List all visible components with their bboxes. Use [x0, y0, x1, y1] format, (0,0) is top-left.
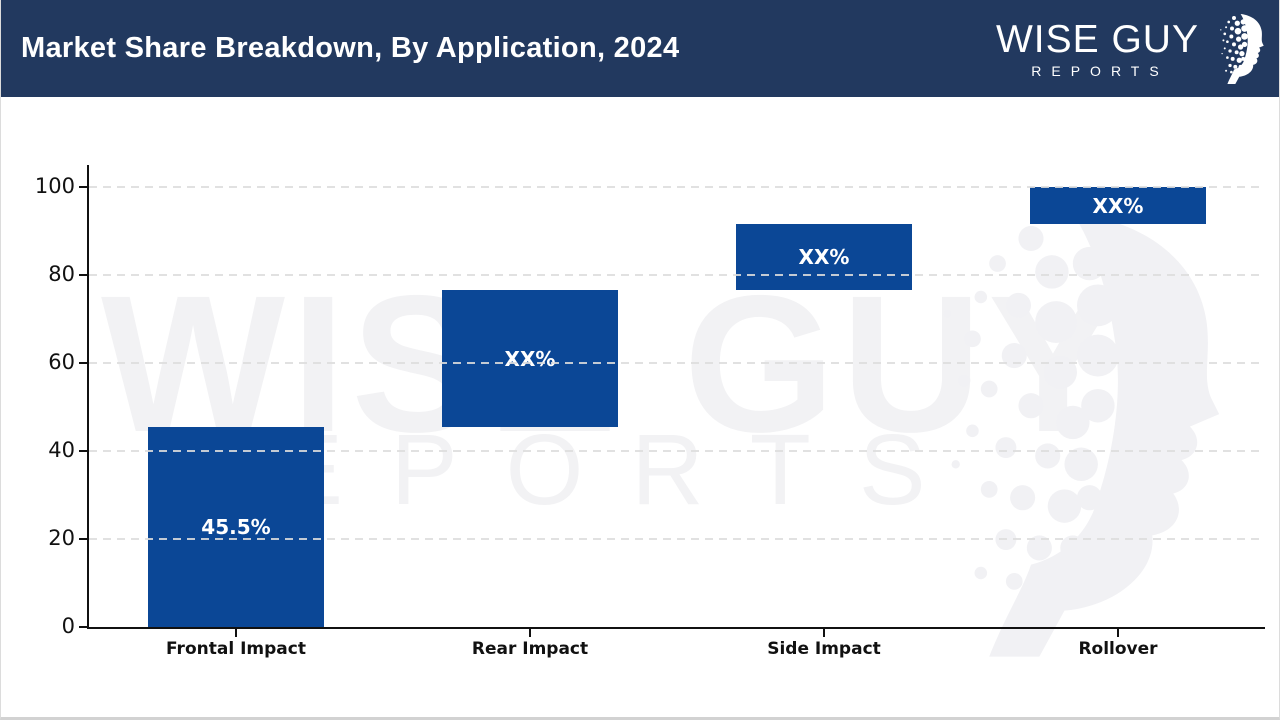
- brand-logo-text: WISE GUY REPORTS: [996, 20, 1199, 78]
- gridline: [89, 362, 1265, 364]
- bar: XX%: [1030, 187, 1206, 225]
- y-tick-label: 40: [48, 438, 75, 462]
- bar-value-label: XX%: [1092, 193, 1144, 218]
- y-axis-line: [87, 165, 89, 629]
- x-category-label: Frontal Impact: [166, 639, 306, 659]
- y-tick-label: 80: [48, 262, 75, 286]
- y-tick-label: 60: [48, 350, 75, 374]
- gridline: [89, 538, 1265, 540]
- gridline: [89, 450, 1265, 452]
- y-tick-mark: [79, 274, 87, 276]
- bar: XX%: [736, 224, 912, 291]
- gridline: [89, 186, 1265, 188]
- page-title: Market Share Breakdown, By Application, …: [21, 32, 680, 64]
- y-tick-mark: [79, 186, 87, 188]
- bar: XX%: [442, 290, 618, 427]
- x-category-label: Rollover: [1078, 639, 1158, 659]
- x-tick-mark: [235, 629, 237, 637]
- bar-value-label: XX%: [798, 245, 850, 270]
- brand-name: WISE GUY: [995, 17, 1199, 61]
- x-category-label: Rear Impact: [471, 639, 589, 659]
- gridline: [89, 274, 1265, 276]
- y-tick-label: 0: [61, 614, 75, 638]
- brand-logo: WISE GUY REPORTS: [996, 9, 1267, 89]
- x-tick-mark: [823, 629, 825, 637]
- y-tick-label: 100: [34, 174, 75, 198]
- y-tick-mark: [79, 450, 87, 452]
- brand-subtitle: REPORTS: [1031, 62, 1169, 79]
- y-tick-label: 20: [48, 526, 75, 550]
- y-tick-mark: [79, 626, 87, 628]
- x-axis-line: [87, 627, 1265, 629]
- x-category-label: Side Impact: [767, 639, 881, 659]
- x-tick-mark: [1117, 629, 1119, 637]
- header-bar: Market Share Breakdown, By Application, …: [1, 0, 1279, 97]
- bar-value-label: 45.5%: [201, 514, 271, 539]
- bar-value-label: XX%: [504, 346, 556, 371]
- bar: 45.5%: [148, 426, 324, 627]
- y-tick-mark: [79, 538, 87, 540]
- x-tick-mark: [529, 629, 531, 637]
- y-tick-mark: [79, 362, 87, 364]
